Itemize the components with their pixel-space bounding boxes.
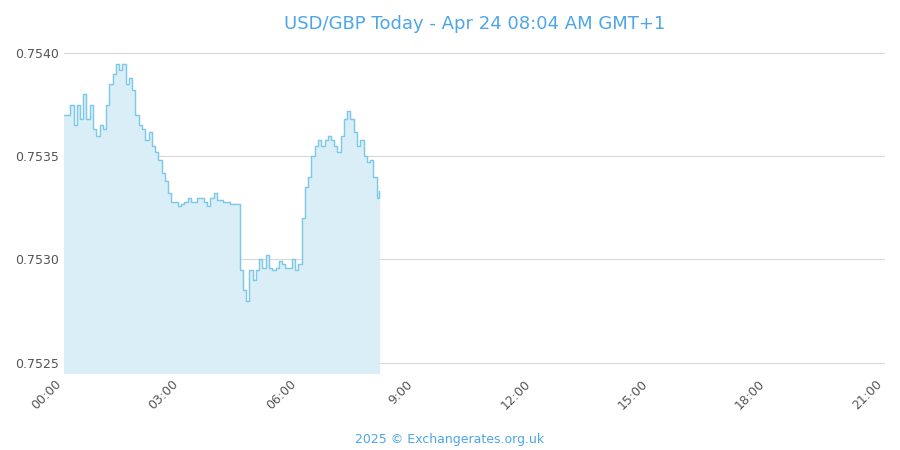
Title: USD/GBP Today - Apr 24 08:04 AM GMT+1: USD/GBP Today - Apr 24 08:04 AM GMT+1	[284, 15, 665, 33]
Text: 2025 © Exchangerates.org.uk: 2025 © Exchangerates.org.uk	[356, 432, 544, 446]
